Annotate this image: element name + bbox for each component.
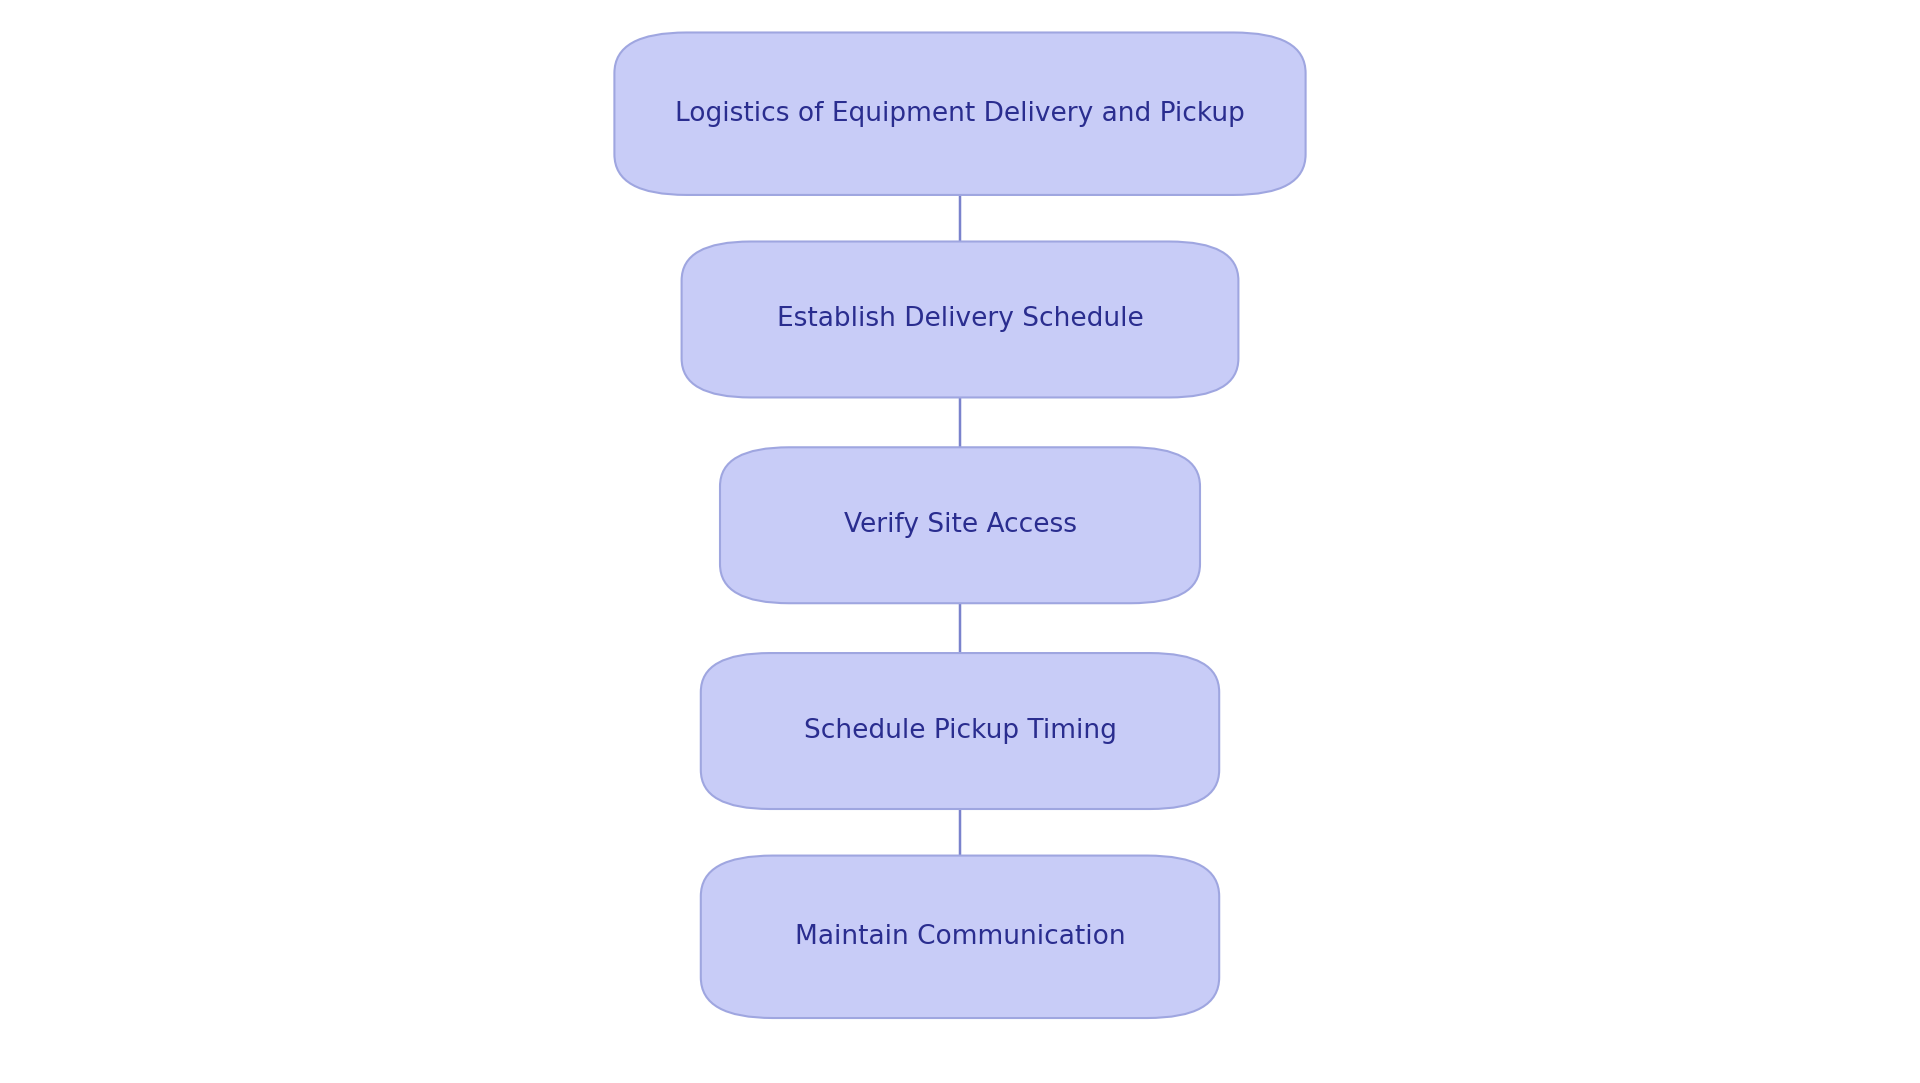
FancyBboxPatch shape [720,447,1200,603]
Text: Schedule Pickup Timing: Schedule Pickup Timing [804,718,1116,744]
FancyBboxPatch shape [701,653,1219,809]
Text: Establish Delivery Schedule: Establish Delivery Schedule [776,306,1144,332]
Text: Verify Site Access: Verify Site Access [843,512,1077,538]
FancyBboxPatch shape [701,856,1219,1018]
FancyBboxPatch shape [682,242,1238,397]
Text: Logistics of Equipment Delivery and Pickup: Logistics of Equipment Delivery and Pick… [676,101,1244,127]
Text: Maintain Communication: Maintain Communication [795,924,1125,950]
FancyBboxPatch shape [614,32,1306,195]
